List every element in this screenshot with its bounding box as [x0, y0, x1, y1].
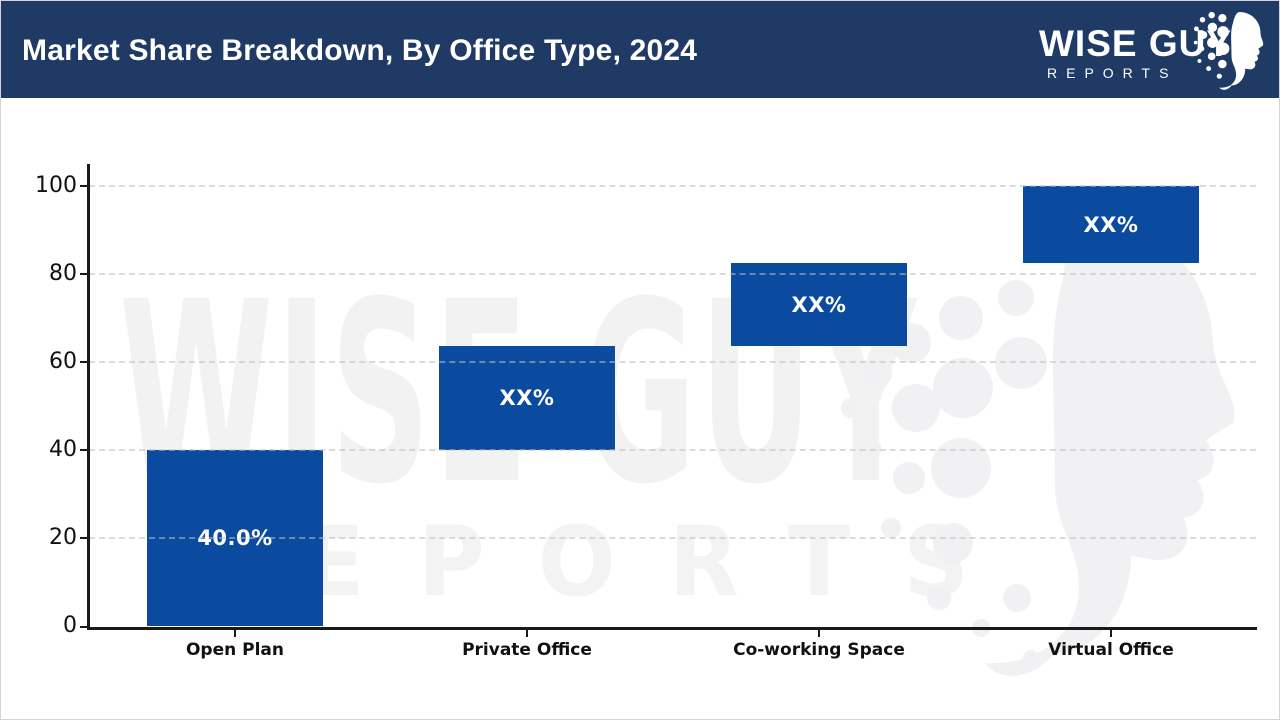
y-tick-label: 40	[49, 437, 77, 462]
x-tick-virtual-office	[1110, 630, 1112, 637]
y-tick-label: 100	[35, 173, 77, 198]
bar-virtual-office: XX%	[1023, 186, 1199, 263]
x-tick-co-working	[818, 630, 820, 637]
x-tick-private-office	[526, 630, 528, 637]
gridline-80	[89, 273, 1256, 275]
gridline-20	[89, 537, 1256, 539]
y-tick-100	[80, 185, 88, 187]
y-tick-label: 80	[49, 261, 77, 286]
y-tick-60	[80, 361, 88, 363]
logo-wordmark: WISE GUY	[1039, 23, 1233, 64]
y-tick-80	[80, 273, 88, 275]
header-band: Market Share Breakdown, By Office Type, …	[1, 1, 1279, 98]
wiseguy-head-icon	[1193, 11, 1264, 90]
bar-private-office: XX%	[439, 346, 615, 450]
bar-label-virtual-office: XX%	[1083, 212, 1139, 237]
bar-label-co-working-space: XX%	[791, 292, 847, 317]
x-tick-open-plan	[234, 630, 236, 637]
y-tick-label: 0	[63, 613, 77, 638]
gridline-60	[89, 361, 1256, 363]
page-title: Market Share Breakdown, By Office Type, …	[22, 34, 698, 67]
bar-label-private-office: XX%	[499, 386, 555, 410]
logo-subtitle: REPORTS	[1047, 65, 1178, 81]
y-axis-line	[87, 164, 90, 630]
y-tick-label: 60	[49, 349, 77, 374]
gridline-100	[89, 185, 1256, 187]
y-tick-20	[80, 537, 88, 539]
x-label-virtual-office: Virtual Office	[1048, 640, 1174, 660]
y-tick-label: 20	[49, 525, 77, 550]
x-label-private-office: Private Office	[462, 640, 592, 660]
x-label-co-working: Co-working Space	[733, 640, 905, 660]
gridline-40	[89, 449, 1256, 451]
plot-area: WISE GUY REPORTS 40.0% XX%	[1, 98, 1279, 719]
bar-co-working-space: XX%	[731, 263, 907, 346]
x-label-open-plan: Open Plan	[185, 640, 285, 660]
y-tick-0	[80, 626, 88, 628]
wiseguy-logo: WISE GUY REPORTS	[1011, 7, 1269, 93]
y-tick-40	[80, 449, 88, 451]
x-axis-line	[87, 627, 1257, 630]
